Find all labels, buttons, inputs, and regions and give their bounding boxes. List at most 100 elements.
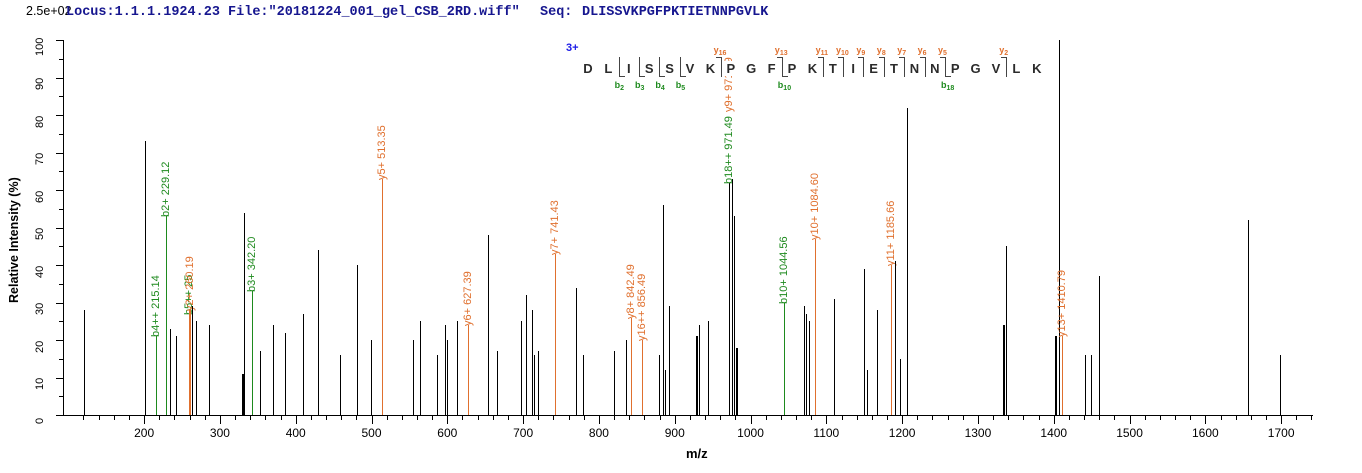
x-minor-tick [83,416,85,420]
x-tick-label: 1400 [1040,426,1068,440]
fragment-divider-tick [618,76,625,77]
fragment-divider [659,57,661,77]
peak [273,325,275,415]
peak [1055,336,1058,415]
sequence-residue: K [804,61,821,76]
peak-label: y10+ 1084.60 [809,173,888,242]
fragment-divider-tick [1001,57,1008,58]
ion-number: 10 [841,50,849,57]
ion-number: 6 [922,50,927,57]
x-major-tick [219,416,221,424]
precursor-charge: 3+ [566,42,579,54]
seq-label: Seq: [540,5,573,20]
peak [521,321,523,415]
peak-label: b18++ 971.49 [723,116,803,186]
x-minor-tick [780,416,782,420]
x-minor-tick [553,416,555,420]
x-minor-tick [886,416,888,420]
x-minor-tick [993,416,995,420]
peak [731,178,733,415]
x-minor-tick [735,416,737,420]
peak [155,336,157,415]
x-minor-tick [947,416,949,420]
b-ion-marker: b4 [655,80,665,92]
y-minor-tick [59,58,63,60]
peak [356,265,358,415]
y-major-tick [56,227,63,229]
peak [834,298,836,415]
sequence-residue: I [620,61,637,76]
x-minor-tick [1190,416,1192,420]
peak [735,347,738,415]
y-major-tick [56,340,63,341]
x-minor-tick [250,416,252,420]
peak-label-text: y2+ 260.19 [183,256,196,311]
x-tick-label: 300 [209,426,230,440]
x-tick-label: 1000 [737,426,764,440]
peak [260,351,262,415]
fragment-divider [618,57,620,77]
sequence-residue: D [580,61,596,76]
x-minor-tick [189,416,191,420]
y-ion-marker: y5 [938,45,947,57]
sequence-residue: T [886,61,902,76]
x-tick-label: 1500 [1116,426,1143,440]
peak [370,340,372,415]
x-minor-tick [689,416,691,420]
peak [866,370,868,415]
x-minor-tick [1008,416,1010,420]
y-major-tick [56,115,63,116]
x-tick-label: 900 [664,426,685,440]
fragment-divider-tick [838,57,844,58]
peak [659,355,661,415]
x-minor-tick [765,416,767,420]
x-major-tick [1281,416,1283,424]
x-minor-tick [1084,416,1086,420]
peak-label-text: b4++ 215.14 [149,275,162,338]
y-major-tick [56,77,63,79]
ion-number: 2 [1004,50,1009,57]
peak [613,351,615,415]
y-tick-label-text: 50 [34,227,46,240]
peak [251,291,253,415]
peak [907,107,909,415]
x-minor-tick [1144,416,1146,420]
x-major-tick [144,416,146,424]
sequence-residue: P [722,61,739,76]
fragment-divider [679,57,681,77]
sequence-residue: E [865,61,882,76]
x-major-tick [1053,416,1055,424]
ion-number: 2 [620,85,624,92]
peak [1099,276,1101,415]
ion-number: 11 [820,50,829,57]
sequence-residue: K [702,61,719,76]
y-ion-marker: y8 [876,45,886,57]
y-tick-label: 60 [34,187,58,205]
fragment-divider [904,57,906,77]
peak [728,182,730,415]
y-major-tick [56,302,63,304]
x-minor-tick [962,416,964,420]
peak-label: y9+ 971.49 [723,57,790,114]
peak [665,370,667,415]
peak [662,205,664,415]
fragment-divider [1006,57,1008,77]
sequence-residue: S [661,61,678,76]
peak-label: y16++ 856.49 [636,274,715,343]
x-minor-tick [1099,416,1101,420]
sequence-residue: P [947,61,964,76]
y-minor-tick [59,171,63,173]
x-major-tick [902,416,904,424]
x-minor-tick [477,416,479,420]
x-minor-tick [1159,416,1161,420]
x-minor-tick [659,416,661,420]
x-minor-tick [235,416,237,420]
x-major-tick [1129,416,1131,424]
x-minor-tick [507,416,509,420]
y-tick-label: 100 [34,37,64,58]
peak [526,295,528,415]
y-major-tick [56,265,63,266]
fragment-divider-tick [940,57,946,58]
peak [1061,336,1063,415]
y-tick-label-text: 20 [34,340,46,353]
